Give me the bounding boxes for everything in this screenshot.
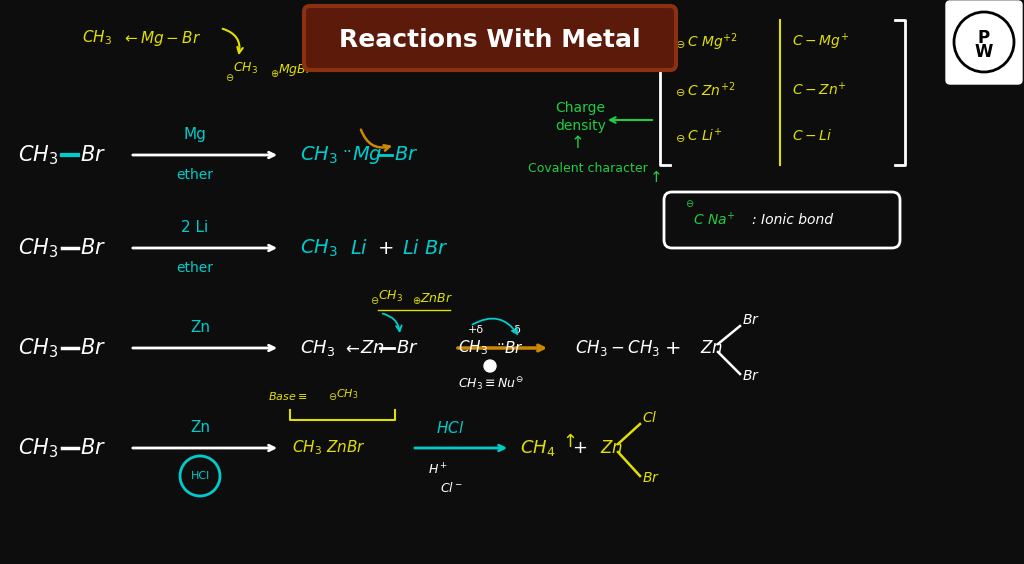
Text: $Cl^-$: $Cl^-$ <box>440 481 463 495</box>
Text: $CH_3$: $CH_3$ <box>18 436 58 460</box>
Text: $ZnBr$: $ZnBr$ <box>420 292 454 305</box>
Text: 2 Li: 2 Li <box>181 221 209 236</box>
Text: $CH_3$: $CH_3$ <box>82 29 112 47</box>
Text: $C-Zn^{+}$: $C-Zn^{+}$ <box>792 81 847 99</box>
Text: density: density <box>555 119 606 133</box>
Text: : Ionic bond: : Ionic bond <box>752 213 833 227</box>
Text: ··: ·· <box>496 338 505 352</box>
Text: $CH_3$: $CH_3$ <box>300 144 338 166</box>
Text: $+$: $+$ <box>377 239 393 258</box>
Text: $CH_3$: $CH_3$ <box>336 387 358 401</box>
Text: $\ominus$: $\ominus$ <box>675 86 685 98</box>
Text: $\ominus$: $\ominus$ <box>685 198 694 209</box>
Text: $CH_3 \equiv Nu^{\ominus}$: $CH_3 \equiv Nu^{\ominus}$ <box>458 376 523 393</box>
Text: $Br$: $Br$ <box>80 145 105 165</box>
Text: P: P <box>978 29 990 47</box>
Text: $Br$: $Br$ <box>394 146 419 165</box>
Text: $Zn$: $Zn$ <box>700 339 723 357</box>
Text: $Br$: $Br$ <box>80 238 105 258</box>
Text: Covalent character: Covalent character <box>528 161 648 174</box>
Text: $\ominus$: $\ominus$ <box>675 133 685 143</box>
Text: $CH_3$: $CH_3$ <box>378 288 403 303</box>
Text: ether: ether <box>176 168 213 182</box>
Text: Charge: Charge <box>555 101 605 115</box>
Text: $C-Mg^{+}$: $C-Mg^{+}$ <box>792 32 849 52</box>
Text: $Cl$: $Cl$ <box>642 411 657 425</box>
Text: ··: ·· <box>342 144 352 160</box>
Text: $Li$: $Li$ <box>350 239 369 258</box>
Text: $HCl$: $HCl$ <box>436 420 464 436</box>
Text: $\leftarrow$: $\leftarrow$ <box>122 30 139 46</box>
Text: $C\ Li^{+}$: $C\ Li^{+}$ <box>687 127 723 144</box>
Text: $CH_3$: $CH_3$ <box>18 143 58 167</box>
Text: $CH_3\ ZnBr$: $CH_3\ ZnBr$ <box>292 439 366 457</box>
Text: $Br$: $Br$ <box>80 438 105 458</box>
Text: $CH_3$: $CH_3$ <box>18 336 58 360</box>
Text: ↑: ↑ <box>562 433 578 451</box>
Text: Zn: Zn <box>190 421 210 435</box>
Text: $MgBr$: $MgBr$ <box>278 62 313 78</box>
Text: ether: ether <box>176 261 213 275</box>
Text: W: W <box>975 43 993 61</box>
Text: $\ominus$: $\ominus$ <box>675 39 685 51</box>
Text: $+$: $+$ <box>572 439 588 457</box>
Text: $CH_3$: $CH_3$ <box>300 237 338 259</box>
Text: Mg: Mg <box>183 127 207 143</box>
Text: HCl: HCl <box>190 471 210 481</box>
Text: $Li\ Br$: $Li\ Br$ <box>402 239 449 258</box>
Text: ↑: ↑ <box>571 134 585 152</box>
Text: $C-Li$: $C-Li$ <box>792 129 833 143</box>
Text: ↑: ↑ <box>650 170 663 186</box>
Text: $\oplus$: $\oplus$ <box>270 68 280 79</box>
Text: -δ: -δ <box>510 325 521 335</box>
Text: $Br$: $Br$ <box>396 339 419 357</box>
Text: $Br$: $Br$ <box>504 340 523 356</box>
Text: Reactions With Metal: Reactions With Metal <box>339 28 641 52</box>
Text: $Zn$: $Zn$ <box>600 439 624 457</box>
Text: $+$: $+$ <box>664 338 680 358</box>
Text: $Zn$: $Zn$ <box>360 339 385 357</box>
FancyBboxPatch shape <box>946 1 1022 84</box>
Text: $CH_3 - CH_3$: $CH_3 - CH_3$ <box>575 338 660 358</box>
Text: $\oplus$: $\oplus$ <box>412 294 421 306</box>
Text: $Br$: $Br$ <box>742 313 760 327</box>
Text: Zn: Zn <box>190 320 210 336</box>
FancyBboxPatch shape <box>304 6 676 70</box>
Text: $\ominus$: $\ominus$ <box>328 390 337 402</box>
Text: $H^+$: $H^+$ <box>428 462 449 478</box>
Text: +δ: +δ <box>468 325 484 335</box>
Text: $\leftarrow$: $\leftarrow$ <box>342 339 360 357</box>
Text: $C\ Na^{+}$: $C\ Na^{+}$ <box>693 212 736 228</box>
Text: $\ominus$: $\ominus$ <box>225 72 234 83</box>
Text: $Base \equiv$: $Base \equiv$ <box>268 390 307 402</box>
Text: $CH_3$: $CH_3$ <box>458 338 488 358</box>
Text: $C\ Zn^{+2}$: $C\ Zn^{+2}$ <box>687 81 735 99</box>
Text: $CH_4$: $CH_4$ <box>520 438 555 458</box>
Text: $CH_3$: $CH_3$ <box>233 60 258 76</box>
Text: $Br$: $Br$ <box>80 338 105 358</box>
Text: $Mg$: $Mg$ <box>352 144 382 166</box>
Text: $Br$: $Br$ <box>742 369 760 383</box>
Text: $Mg - Br$: $Mg - Br$ <box>140 29 201 47</box>
Text: $CH_3$: $CH_3$ <box>300 338 335 358</box>
Text: $CH_3$: $CH_3$ <box>18 236 58 260</box>
Text: $Br$: $Br$ <box>642 471 659 485</box>
Text: $C\ Mg^{+2}$: $C\ Mg^{+2}$ <box>687 31 738 53</box>
Circle shape <box>484 360 496 372</box>
Text: $\ominus$: $\ominus$ <box>370 294 379 306</box>
